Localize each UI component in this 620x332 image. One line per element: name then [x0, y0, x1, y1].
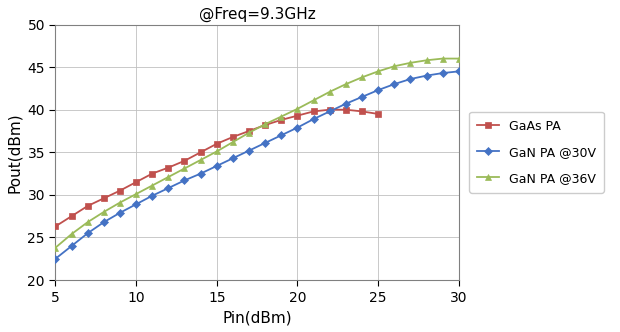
GaN PA @36V: [407, 61, 414, 65]
GaN PA @36V: [439, 56, 446, 60]
GaN PA @36V: [342, 82, 350, 86]
GaAs PA: [358, 110, 366, 114]
GaN PA @30V: [374, 88, 382, 92]
GaN PA @30V: [358, 95, 366, 99]
GaN PA @30V: [197, 172, 205, 176]
GaAs PA: [181, 159, 188, 163]
GaN PA @36V: [229, 140, 237, 144]
GaAs PA: [165, 166, 172, 170]
GaN PA @30V: [68, 244, 75, 248]
GaAs PA: [51, 224, 59, 228]
GaAs PA: [342, 108, 350, 112]
GaN PA @36V: [455, 56, 463, 60]
Legend: GaAs PA, GaN PA @30V, GaN PA @36V: GaAs PA, GaN PA @30V, GaN PA @36V: [469, 112, 604, 193]
GaN PA @30V: [439, 71, 446, 75]
GaAs PA: [197, 150, 205, 154]
GaAs PA: [278, 118, 285, 122]
GaN PA @36V: [100, 210, 107, 214]
Line: GaN PA @36V: GaN PA @36V: [52, 55, 463, 251]
GaN PA @36V: [149, 184, 156, 188]
GaAs PA: [262, 123, 269, 127]
GaN PA @30V: [149, 194, 156, 198]
GaAs PA: [246, 129, 253, 133]
GaN PA @30V: [181, 178, 188, 182]
GaN PA @36V: [246, 131, 253, 135]
GaN PA @30V: [326, 110, 334, 114]
GaN PA @36V: [423, 58, 430, 62]
GaN PA @36V: [374, 69, 382, 73]
GaAs PA: [149, 172, 156, 176]
GaN PA @30V: [391, 82, 398, 86]
GaN PA @30V: [165, 186, 172, 190]
GaN PA @36V: [68, 232, 75, 236]
GaN PA @30V: [100, 220, 107, 224]
GaN PA @36V: [391, 64, 398, 68]
GaN PA @36V: [310, 98, 317, 102]
GaN PA @36V: [133, 192, 140, 196]
GaN PA @36V: [294, 107, 301, 111]
Line: GaN PA @30V: GaN PA @30V: [53, 69, 461, 262]
GaAs PA: [84, 204, 91, 208]
GaAs PA: [133, 180, 140, 184]
GaN PA @30V: [84, 231, 91, 235]
GaN PA @30V: [229, 156, 237, 160]
GaN PA @36V: [213, 149, 221, 153]
GaN PA @30V: [116, 211, 123, 215]
GaN PA @36V: [326, 90, 334, 94]
GaN PA @36V: [116, 201, 123, 205]
GaAs PA: [116, 189, 123, 193]
GaN PA @36V: [181, 166, 188, 170]
GaN PA @36V: [84, 220, 91, 224]
GaAs PA: [68, 214, 75, 218]
GaN PA @30V: [310, 117, 317, 121]
GaN PA @36V: [197, 158, 205, 162]
GaAs PA: [310, 110, 317, 114]
GaN PA @36V: [51, 246, 59, 250]
GaN PA @30V: [407, 77, 414, 81]
GaN PA @30V: [51, 257, 59, 261]
GaAs PA: [229, 135, 237, 139]
GaAs PA: [213, 142, 221, 146]
GaN PA @30V: [455, 69, 463, 73]
Line: GaAs PA: GaAs PA: [52, 107, 381, 229]
GaAs PA: [326, 108, 334, 112]
GaAs PA: [294, 114, 301, 118]
GaN PA @30V: [262, 141, 269, 145]
GaAs PA: [374, 112, 382, 116]
GaN PA @30V: [246, 149, 253, 153]
GaN PA @30V: [423, 74, 430, 78]
GaN PA @30V: [133, 202, 140, 206]
GaN PA @36V: [358, 75, 366, 79]
X-axis label: Pin(dBm): Pin(dBm): [223, 310, 292, 325]
GaN PA @36V: [165, 175, 172, 179]
GaN PA @36V: [278, 115, 285, 119]
GaN PA @36V: [262, 122, 269, 126]
GaN PA @30V: [213, 164, 221, 168]
GaN PA @30V: [342, 102, 350, 106]
Y-axis label: Pout(dBm): Pout(dBm): [7, 112, 22, 193]
Title: @Freq=9.3GHz: @Freq=9.3GHz: [199, 7, 316, 22]
GaN PA @30V: [294, 125, 301, 129]
GaN PA @30V: [278, 133, 285, 137]
GaAs PA: [100, 196, 107, 200]
